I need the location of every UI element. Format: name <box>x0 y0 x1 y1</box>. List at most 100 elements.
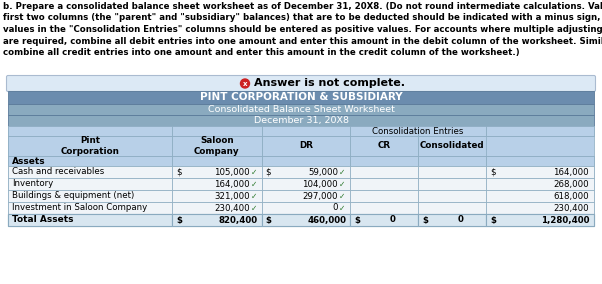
Bar <box>350 166 418 178</box>
Text: 230,400: 230,400 <box>553 204 589 212</box>
Bar <box>418 214 486 226</box>
Bar <box>262 156 350 166</box>
Bar <box>486 190 594 202</box>
Bar <box>8 136 594 156</box>
Text: ✓: ✓ <box>250 204 257 212</box>
Text: 268,000: 268,000 <box>553 179 589 189</box>
Bar <box>172 166 262 178</box>
Text: ✓: ✓ <box>339 168 346 176</box>
Text: 321,000: 321,000 <box>214 191 250 201</box>
Bar <box>350 190 418 202</box>
Text: 460,000: 460,000 <box>307 216 346 224</box>
Bar <box>262 190 350 202</box>
Bar <box>172 202 262 214</box>
Text: Pint
Corporation: Pint Corporation <box>61 136 119 156</box>
Bar <box>418 202 486 214</box>
Bar <box>350 214 418 226</box>
Text: b. Prepare a consolidated balance sheet worksheet as of December 31, 20X8. (Do n: b. Prepare a consolidated balance sheet … <box>3 2 602 11</box>
Text: ✓: ✓ <box>250 191 257 201</box>
Bar <box>350 202 418 214</box>
Text: Saloon
Company: Saloon Company <box>194 136 240 156</box>
Text: DR: DR <box>299 141 313 151</box>
Bar <box>8 178 172 190</box>
Text: CR: CR <box>377 141 391 151</box>
Bar <box>418 126 486 136</box>
Bar <box>8 115 594 126</box>
Bar <box>350 156 418 166</box>
Text: Cash and receivables: Cash and receivables <box>12 168 104 176</box>
Text: 0: 0 <box>457 216 463 224</box>
Bar <box>8 156 594 166</box>
Bar <box>172 214 262 226</box>
Bar <box>8 136 172 156</box>
Text: 0: 0 <box>389 216 395 224</box>
Bar <box>172 156 262 166</box>
Text: Consolidated: Consolidated <box>420 141 485 151</box>
Bar <box>418 156 486 166</box>
Text: combine all credit entries into one amount and enter this amount in the credit c: combine all credit entries into one amou… <box>3 48 520 57</box>
Bar <box>350 136 418 156</box>
Text: ✓: ✓ <box>339 204 346 212</box>
Bar <box>8 214 172 226</box>
Text: ✓: ✓ <box>250 168 257 176</box>
Text: ✓: ✓ <box>339 179 346 189</box>
Circle shape <box>241 79 249 88</box>
Text: 230,400: 230,400 <box>214 204 250 212</box>
Text: 820,400: 820,400 <box>219 216 258 224</box>
Bar <box>8 190 172 202</box>
Text: Answer is not complete.: Answer is not complete. <box>254 78 405 89</box>
Bar <box>8 104 594 115</box>
Bar <box>486 214 594 226</box>
Text: $: $ <box>490 168 495 176</box>
Bar <box>8 126 594 136</box>
Bar <box>8 202 172 214</box>
Bar <box>350 178 418 190</box>
Bar <box>486 126 594 136</box>
Bar <box>350 126 418 136</box>
Text: $: $ <box>354 216 360 224</box>
Text: 1,280,400: 1,280,400 <box>542 216 590 224</box>
Text: $: $ <box>176 216 182 224</box>
Bar <box>8 190 594 202</box>
Bar <box>262 178 350 190</box>
Text: 297,000: 297,000 <box>303 191 338 201</box>
Bar <box>262 214 350 226</box>
Text: $: $ <box>265 216 272 224</box>
Text: are required, combine all debit entries into one amount and enter this amount in: are required, combine all debit entries … <box>3 37 602 45</box>
Bar <box>172 190 262 202</box>
Text: Inventory: Inventory <box>12 179 53 189</box>
Text: first two columns (the "parent" and "subsidiary" balances) that are to be deduct: first two columns (the "parent" and "sub… <box>3 14 602 22</box>
Text: Total Assets: Total Assets <box>12 216 73 224</box>
Bar <box>172 126 262 136</box>
Bar <box>8 214 594 226</box>
Text: 104,000: 104,000 <box>302 179 338 189</box>
Bar <box>8 126 172 136</box>
Bar <box>418 166 486 178</box>
Text: 59,000: 59,000 <box>308 168 338 176</box>
Bar <box>172 178 262 190</box>
Text: PINT CORPORATION & SUBSIDIARY: PINT CORPORATION & SUBSIDIARY <box>200 93 402 103</box>
Text: values in the "Consolidation Entries" columns should be entered as positive valu: values in the "Consolidation Entries" co… <box>3 25 602 34</box>
Text: ✓: ✓ <box>250 179 257 189</box>
Bar <box>418 136 486 156</box>
Bar <box>172 136 262 156</box>
Bar <box>418 178 486 190</box>
Text: 0: 0 <box>332 204 338 212</box>
Bar <box>8 91 594 104</box>
Text: $: $ <box>422 216 428 224</box>
Text: Assets: Assets <box>12 156 46 166</box>
Text: $: $ <box>176 168 182 176</box>
Bar <box>486 166 594 178</box>
Bar <box>8 166 594 178</box>
Bar <box>8 202 594 214</box>
Text: Buildings & equipment (net): Buildings & equipment (net) <box>12 191 134 201</box>
Text: 164,000: 164,000 <box>553 168 589 176</box>
Text: ✓: ✓ <box>339 191 346 201</box>
Bar <box>418 190 486 202</box>
Text: 105,000: 105,000 <box>214 168 250 176</box>
Text: $: $ <box>265 168 271 176</box>
Bar <box>8 178 594 190</box>
Bar <box>262 126 350 136</box>
Text: Consolidated Balance Sheet Worksheet: Consolidated Balance Sheet Worksheet <box>208 105 394 114</box>
Text: Investment in Saloon Company: Investment in Saloon Company <box>12 204 147 212</box>
